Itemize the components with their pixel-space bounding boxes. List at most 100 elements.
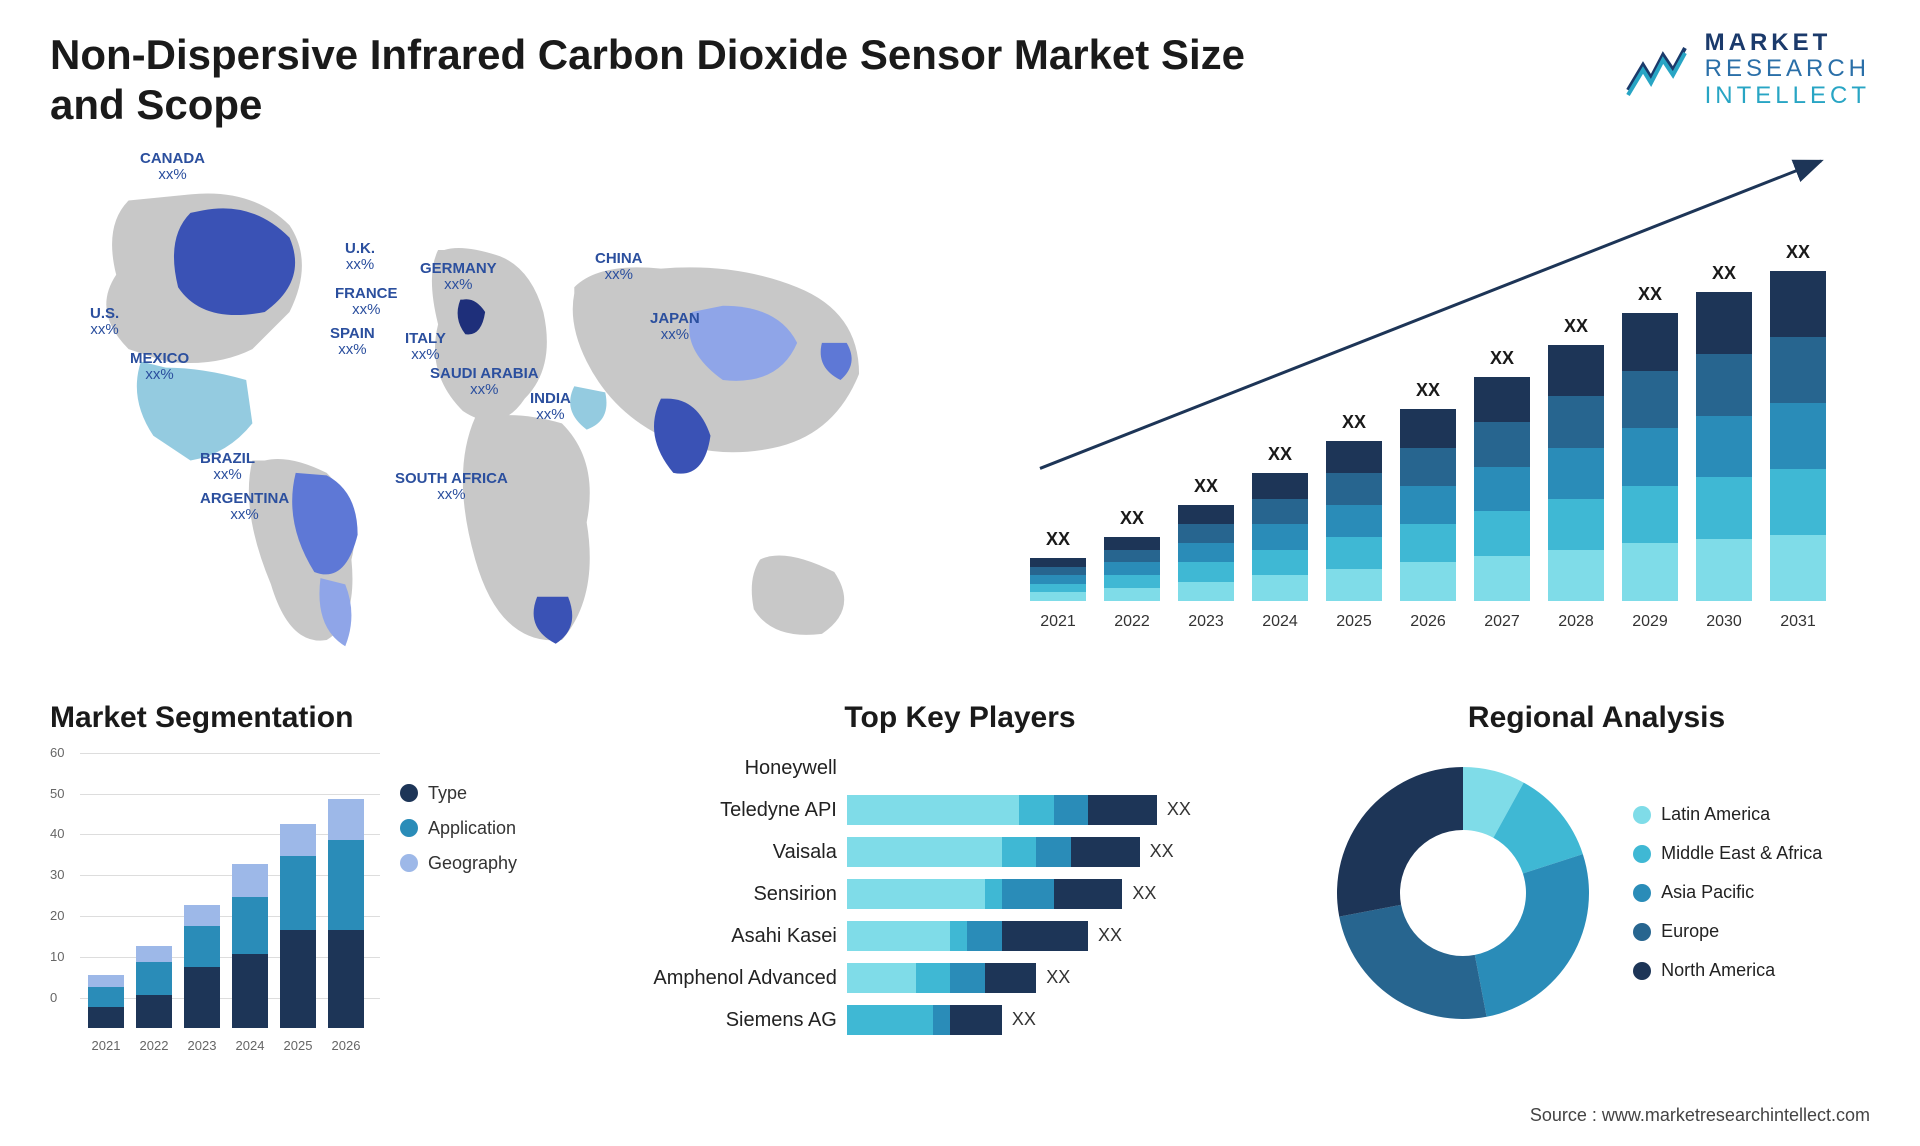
seg-legend-item: Application [400,818,517,839]
regional-title: Regional Analysis [1323,701,1870,735]
regional-legend-item: Asia Pacific [1633,882,1822,903]
player-bar-row: XX [847,1005,1283,1035]
seg-ytick: 0 [50,990,57,1005]
regional-legend-item: Europe [1633,921,1822,942]
source-attribution: Source : www.marketresearchintellect.com [1530,1105,1870,1126]
player-value: XX [1167,799,1191,820]
player-bar [847,963,1036,993]
world-map: CANADAxx%U.S.xx%MEXICOxx%BRAZILxx%ARGENT… [50,151,950,671]
seg-xlabel: 2022 [134,1038,174,1053]
map-label-brazil: BRAZILxx% [200,451,255,484]
map-label-mexico: MEXICOxx% [130,351,189,384]
logo: MARKET RESEARCH INTELLECT [1623,30,1870,109]
donut-slice-northamerica [1337,767,1463,917]
map-label-canada: CANADAxx% [140,151,205,184]
seg-xlabel: 2024 [230,1038,270,1053]
seg-bar-2021 [88,975,124,1028]
growth-xlabel: 2028 [1542,613,1610,631]
player-label: Siemens AG [637,1005,837,1035]
player-value: XX [1132,883,1156,904]
players-panel: Top Key Players Honeywell Teledyne API Vai… [637,701,1283,1053]
growth-xlabel: 2031 [1764,613,1832,631]
seg-xlabel: 2021 [86,1038,126,1053]
donut-slice-europe [1339,905,1486,1019]
growth-xlabel: 2027 [1468,613,1536,631]
logo-line3: INTELLECT [1705,83,1870,109]
seg-legend-item: Geography [400,853,517,874]
growth-chart: XX2021XX2022XX2023XX2024XX2025XX2026XX20… [1010,151,1870,671]
players-labels: Honeywell Teledyne API Vaisala Sensirion Asa… [637,753,837,1035]
map-label-india: INDIAxx% [530,391,571,424]
seg-ytick: 50 [50,786,64,801]
logo-icon [1623,40,1693,100]
map-label-us: U.S.xx% [90,306,119,339]
seg-bar-2024 [232,864,268,1027]
player-value: XX [1046,967,1070,988]
seg-bar-2022 [136,946,172,1028]
regional-panel: Regional Analysis Latin America Middle Ea… [1323,701,1870,1053]
regional-legend-item: Middle East & Africa [1633,843,1822,864]
growth-xlabel: 2025 [1320,613,1388,631]
seg-bar-2025 [280,824,316,1028]
growth-arrow [1010,151,1870,571]
player-value: XX [1012,1009,1036,1030]
seg-gridline [80,794,380,795]
player-bar [847,837,1140,867]
segmentation-chart: 0102030405060202120222023202420252026 [50,753,380,1053]
seg-bar-2023 [184,905,220,1028]
map-label-france: FRANCExx% [335,286,398,319]
page-title: Non-Dispersive Infrared Carbon Dioxide S… [50,30,1250,131]
seg-ytick: 20 [50,908,64,923]
regional-legend-item: Latin America [1633,804,1822,825]
player-bar [847,795,1157,825]
segmentation-title: Market Segmentation [50,701,597,735]
seg-xlabel: 2026 [326,1038,366,1053]
player-bar-row: XX [847,795,1283,825]
map-label-southafrica: SOUTH AFRICAxx% [395,471,508,504]
seg-ytick: 30 [50,867,64,882]
player-bar-row [847,753,1283,783]
player-label: Sensirion [637,879,837,909]
growth-xlabel: 2023 [1172,613,1240,631]
seg-ytick: 40 [50,826,64,841]
players-title: Top Key Players [637,701,1283,735]
player-bar-row: XX [847,879,1283,909]
map-label-uk: U.K.xx% [345,241,375,274]
growth-xlabel: 2021 [1024,613,1092,631]
map-label-japan: JAPANxx% [650,311,700,344]
seg-bar-2026 [328,799,364,1028]
map-label-italy: ITALYxx% [405,331,446,364]
growth-xlabel: 2022 [1098,613,1166,631]
map-label-spain: SPAINxx% [330,326,375,359]
growth-xlabel: 2024 [1246,613,1314,631]
map-svg [50,151,950,671]
seg-xlabel: 2025 [278,1038,318,1053]
growth-xlabel: 2026 [1394,613,1462,631]
player-label: Amphenol Advanced [637,963,837,993]
player-value: XX [1150,841,1174,862]
player-bar-row: XX [847,837,1283,867]
player-bar [847,921,1088,951]
player-label: Vaisala [637,837,837,867]
growth-xlabel: 2029 [1616,613,1684,631]
map-label-china: CHINAxx% [595,251,643,284]
players-bars: XX XX XX XX XX XX [847,753,1283,1035]
seg-gridline [80,753,380,754]
map-label-saudiarabia: SAUDI ARABIAxx% [430,366,539,399]
logo-line2: RESEARCH [1705,56,1870,82]
seg-ytick: 60 [50,745,64,760]
player-label: Asahi Kasei [637,921,837,951]
regional-legend-item: North America [1633,960,1822,981]
map-label-germany: GERMANYxx% [420,261,497,294]
seg-xlabel: 2023 [182,1038,222,1053]
seg-legend-item: Type [400,783,517,804]
player-bar [847,1005,1002,1035]
growth-xlabel: 2030 [1690,613,1758,631]
regional-legend: Latin America Middle East & Africa Asia Pa… [1633,804,1822,981]
logo-line1: MARKET [1705,30,1870,56]
player-label: Teledyne API [637,795,837,825]
seg-ytick: 10 [50,949,64,964]
player-bar-row: XX [847,921,1283,951]
player-label: Honeywell [637,753,837,783]
segmentation-panel: Market Segmentation 0 10 20 30 40 50 60 2021 202… [50,701,597,1053]
